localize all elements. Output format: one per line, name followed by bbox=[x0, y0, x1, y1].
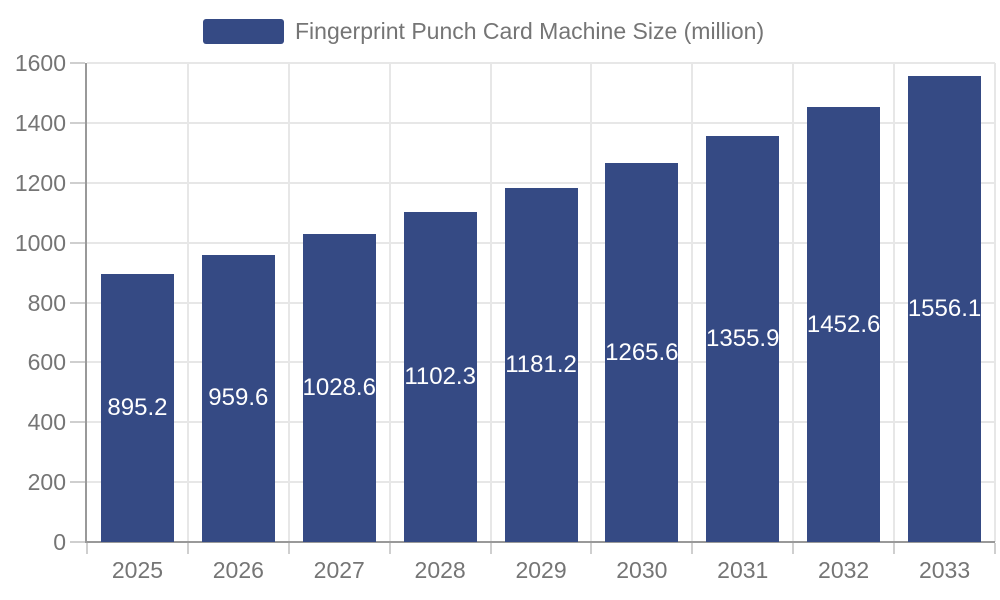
gridline-vertical bbox=[287, 63, 290, 542]
bar-2031[interactable] bbox=[706, 136, 780, 542]
bar-value-label: 1028.6 bbox=[302, 374, 376, 401]
bar-2029[interactable] bbox=[504, 188, 578, 542]
bar-2025[interactable] bbox=[100, 274, 174, 542]
bar-value-label: 1265.6 bbox=[605, 338, 679, 366]
legend-swatch bbox=[203, 18, 284, 44]
y-axis-label: 1600 bbox=[14, 50, 66, 76]
bar-2027[interactable] bbox=[302, 234, 376, 542]
x-axis-label: 2025 bbox=[111, 557, 164, 583]
y-axis-tick bbox=[70, 241, 85, 244]
x-axis-tick bbox=[994, 543, 996, 554]
bar-2032[interactable] bbox=[807, 107, 881, 542]
bar-value-label: 1181.2 bbox=[505, 351, 577, 379]
x-axis-label: 2029 bbox=[515, 557, 567, 583]
y-axis-tick bbox=[70, 481, 85, 484]
bar-value-label: 1102.3 bbox=[404, 363, 476, 390]
bar-2026[interactable] bbox=[201, 254, 275, 542]
x-axis-tick bbox=[489, 543, 492, 554]
x-axis-label: 2030 bbox=[616, 557, 668, 583]
gridline-vertical bbox=[489, 63, 492, 542]
bar-value-label: 1355.9 bbox=[706, 325, 780, 352]
y-axis-tick bbox=[70, 421, 85, 424]
y-axis-tick bbox=[70, 301, 85, 304]
bar-value-label: 1556.1 bbox=[907, 295, 982, 323]
gridline-vertical bbox=[893, 63, 896, 542]
bar-2033[interactable] bbox=[908, 76, 982, 542]
y-axis-tick bbox=[70, 181, 85, 184]
y-axis-label: 600 bbox=[27, 349, 66, 376]
legend-label: Fingerprint Punch Card Machine Size (mil… bbox=[295, 17, 765, 44]
gridline-horizontal bbox=[87, 121, 995, 124]
gridline-vertical bbox=[691, 63, 694, 542]
x-axis-tick bbox=[590, 543, 593, 554]
gridline-vertical bbox=[388, 63, 391, 542]
x-axis-line bbox=[85, 541, 995, 543]
x-axis-tick bbox=[893, 543, 896, 554]
x-axis-tick bbox=[388, 543, 391, 554]
bar-value-label: 895.2 bbox=[107, 394, 168, 421]
y-axis-tick bbox=[70, 62, 85, 64]
y-axis-label: 200 bbox=[27, 469, 66, 496]
y-axis-label: 1400 bbox=[14, 109, 66, 136]
gridline-vertical bbox=[186, 63, 189, 542]
y-axis-label: 0 bbox=[53, 529, 66, 555]
y-axis-tick bbox=[70, 541, 85, 543]
y-axis-tick bbox=[70, 361, 85, 364]
y-axis-label: 1200 bbox=[14, 169, 66, 196]
x-axis-label: 2028 bbox=[414, 557, 466, 583]
bar-value-label: 1452.6 bbox=[806, 310, 881, 338]
x-axis-label: 2026 bbox=[212, 557, 264, 583]
gridline-vertical bbox=[792, 63, 795, 542]
x-axis-label: 2033 bbox=[918, 557, 971, 583]
y-axis-tick bbox=[70, 121, 85, 124]
x-axis-label: 2031 bbox=[717, 557, 769, 583]
gridline-vertical bbox=[994, 63, 996, 542]
y-axis-line bbox=[85, 63, 87, 543]
bar-2030[interactable] bbox=[605, 163, 679, 542]
y-axis-label: 400 bbox=[27, 409, 66, 436]
y-axis-label: 1000 bbox=[14, 229, 66, 256]
gridline-horizontal bbox=[87, 181, 995, 184]
y-axis-label: 800 bbox=[27, 289, 66, 316]
gridline-vertical bbox=[590, 63, 593, 542]
bar-value-label: 959.6 bbox=[208, 384, 269, 412]
bar-2028[interactable] bbox=[403, 212, 477, 542]
x-axis-label: 2032 bbox=[818, 557, 870, 583]
legend-item[interactable]: Fingerprint Punch Card Machine Size (mil… bbox=[203, 17, 764, 45]
x-axis-tick bbox=[186, 543, 189, 554]
x-axis-tick bbox=[287, 543, 290, 554]
x-axis-tick bbox=[86, 543, 88, 554]
gridline-horizontal bbox=[87, 62, 995, 64]
x-axis-label: 2027 bbox=[313, 557, 365, 583]
x-axis-tick bbox=[691, 543, 694, 554]
x-axis-tick bbox=[792, 543, 795, 554]
